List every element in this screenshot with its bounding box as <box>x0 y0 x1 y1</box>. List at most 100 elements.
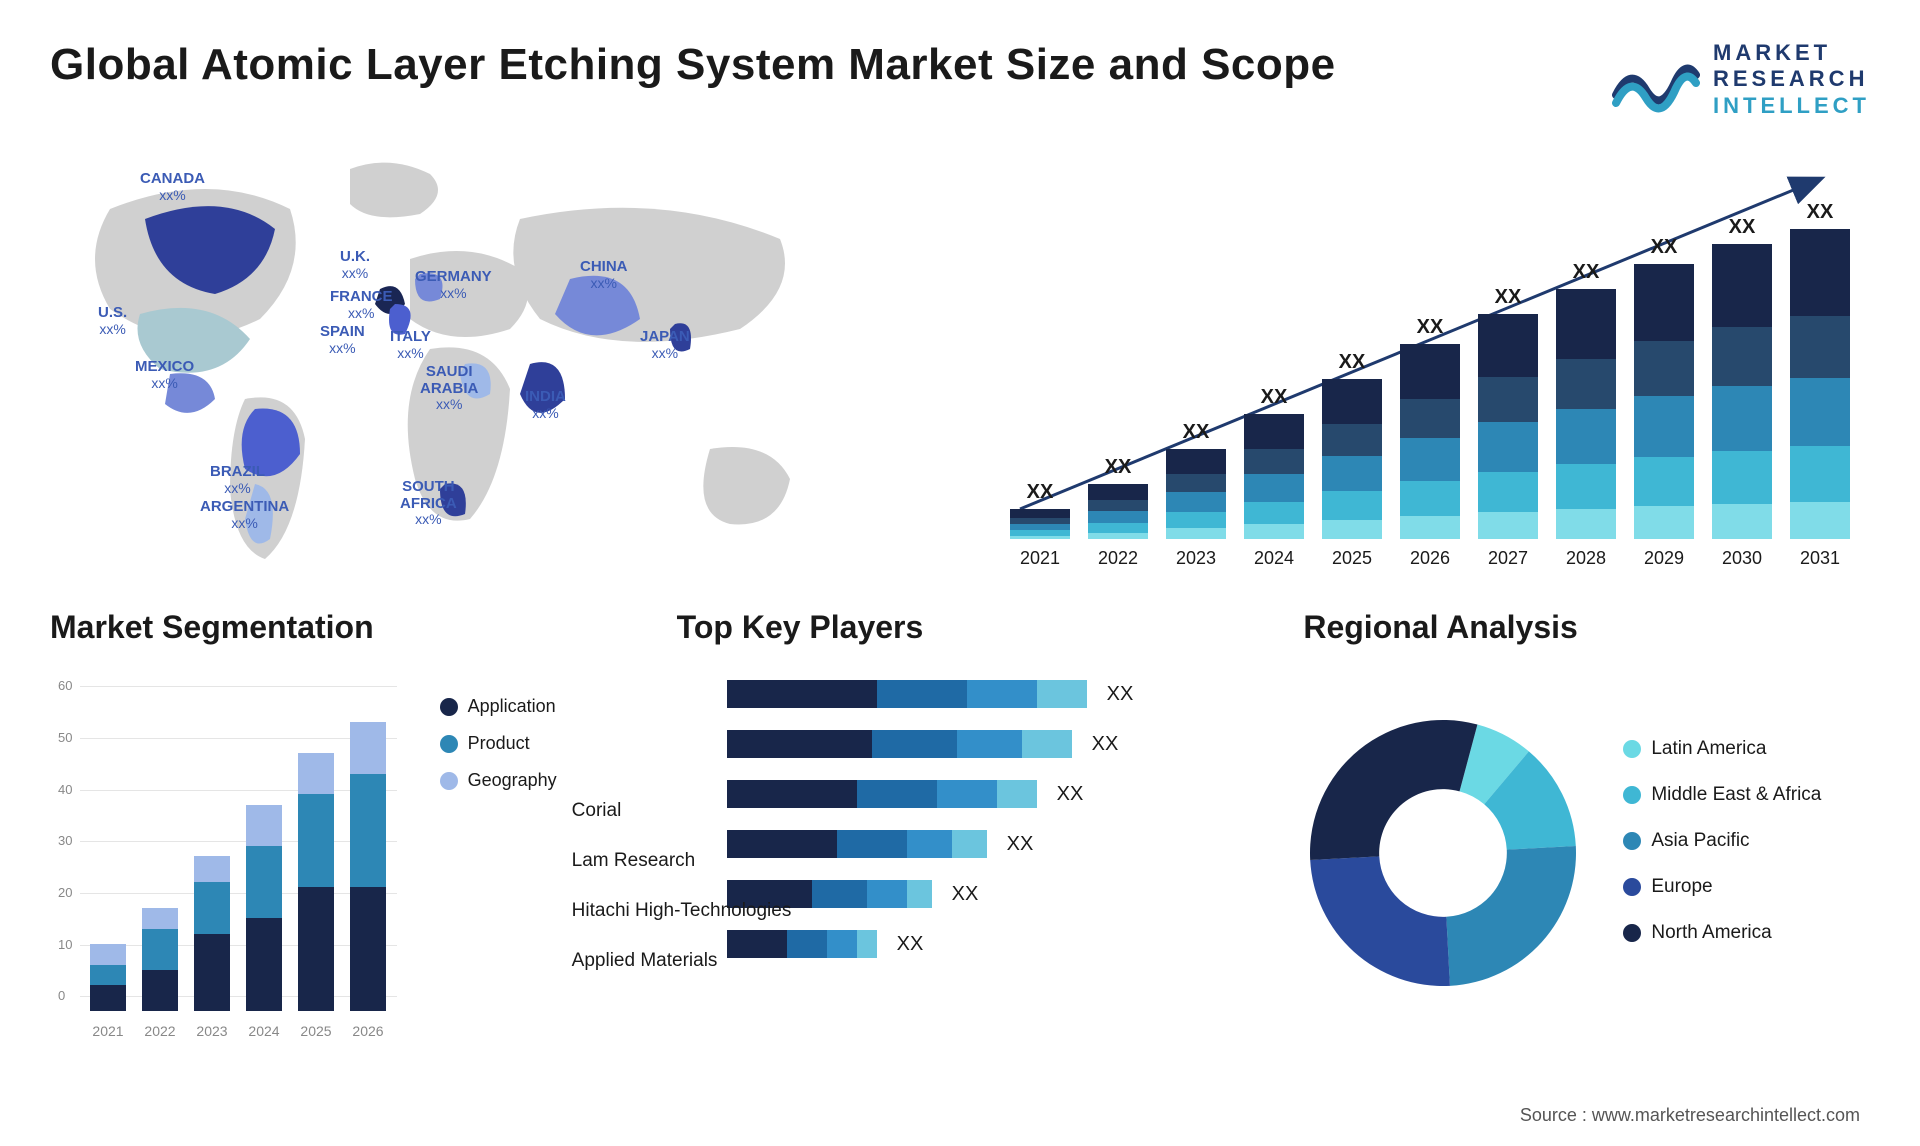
donut-chart <box>1303 713 1583 993</box>
logo-line3: INTELLECT <box>1713 93 1870 119</box>
player-value: XX <box>897 933 924 956</box>
segmentation-bar <box>142 908 178 1011</box>
forecast-bar: XX <box>1400 344 1460 539</box>
map-country-label: SAUDIARABIAxx% <box>420 364 478 412</box>
map-country-label: CANADAxx% <box>140 171 205 203</box>
logo-line1: MARKET <box>1713 40 1870 66</box>
segmentation-bar <box>350 722 386 1011</box>
forecast-bar: XX <box>1166 449 1226 539</box>
player-name: Hitachi High-Technologies <box>572 886 792 936</box>
forecast-year-label: 2031 <box>1790 548 1850 569</box>
header: Global Atomic Layer Etching System Marke… <box>50 40 1870 119</box>
segmentation-year-label: 2021 <box>90 1023 126 1039</box>
forecast-bar: XX <box>1556 289 1616 539</box>
map-country-label: MEXICOxx% <box>135 359 194 391</box>
player-row: XX <box>727 926 1244 962</box>
segmentation-bar <box>194 856 230 1011</box>
map-country-label: SOUTHAFRICAxx% <box>400 479 457 527</box>
player-value: XX <box>1057 783 1084 806</box>
regional-title: Regional Analysis <box>1303 609 1870 646</box>
segmentation-year-label: 2026 <box>350 1023 386 1039</box>
forecast-year-label: 2027 <box>1478 548 1538 569</box>
donut-segment <box>1311 856 1451 986</box>
forecast-year-label: 2023 <box>1166 548 1226 569</box>
forecast-year-label: 2026 <box>1400 548 1460 569</box>
player-value: XX <box>1007 833 1034 856</box>
forecast-bar-label: XX <box>1634 236 1694 259</box>
forecast-bar-label: XX <box>1556 261 1616 284</box>
forecast-bar-label: XX <box>1166 421 1226 444</box>
forecast-bar-label: XX <box>1478 286 1538 309</box>
forecast-bar: XX <box>1322 379 1382 539</box>
forecast-bar-label: XX <box>1790 201 1850 224</box>
player-row: XX <box>727 876 1244 912</box>
forecast-bar-label: XX <box>1244 386 1304 409</box>
donut-segment <box>1310 720 1477 860</box>
logo-wave-icon <box>1611 45 1701 115</box>
forecast-bar: XX <box>1088 484 1148 539</box>
player-row: XX <box>727 676 1244 712</box>
forecast-year-label: 2021 <box>1010 548 1070 569</box>
regional-panel: Regional Analysis Latin America Middle Ea… <box>1303 609 1870 1039</box>
player-value: XX <box>1092 733 1119 756</box>
regional-legend: Latin America Middle East & Africa Asia Pa… <box>1623 738 1821 968</box>
key-players-chart: XXXXXXXXXXXXCorialLam ResearchHitachi Hi… <box>677 666 1244 1039</box>
forecast-year-label: 2024 <box>1244 548 1304 569</box>
page-title: Global Atomic Layer Etching System Marke… <box>50 40 1336 90</box>
y-tick-label: 10 <box>58 937 72 952</box>
segmentation-chart: ApplicationProductGeography 010203040506… <box>50 666 617 1039</box>
y-tick-label: 50 <box>58 730 72 745</box>
gridline <box>80 686 397 687</box>
forecast-bar-label: XX <box>1712 216 1772 239</box>
legend-item: Middle East & Africa <box>1623 784 1821 806</box>
map-country-label: ITALYxx% <box>390 329 431 361</box>
segmentation-bar <box>90 944 126 1011</box>
donut-segment <box>1447 846 1577 986</box>
map-country-label: GERMANYxx% <box>415 269 492 301</box>
segmentation-year-label: 2024 <box>246 1023 282 1039</box>
forecast-bar: XX <box>1010 509 1070 539</box>
map-country-label: JAPANxx% <box>640 329 690 361</box>
forecast-bar-label: XX <box>1400 316 1460 339</box>
player-row: XX <box>727 726 1244 762</box>
segmentation-bar <box>298 753 334 1011</box>
forecast-year-label: 2029 <box>1634 548 1694 569</box>
map-country-label: BRAZILxx% <box>210 464 265 496</box>
legend-item: Asia Pacific <box>1623 830 1821 852</box>
source-text: Source : www.marketresearchintellect.com <box>1520 1105 1860 1126</box>
legend-item: Europe <box>1623 876 1821 898</box>
legend-item: Product <box>440 733 557 754</box>
segmentation-year-label: 2025 <box>298 1023 334 1039</box>
map-country-label: U.K.xx% <box>340 249 370 281</box>
logo-line2: RESEARCH <box>1713 66 1870 92</box>
player-row: XX <box>727 826 1244 862</box>
y-tick-label: 60 <box>58 678 72 693</box>
map-country-label: ARGENTINAxx% <box>200 499 289 531</box>
map-country-label: INDIAxx% <box>525 389 566 421</box>
forecast-bar-label: XX <box>1088 456 1148 479</box>
segmentation-legend: Application Product Geography <box>440 696 557 807</box>
forecast-bar-label: XX <box>1010 481 1070 504</box>
forecast-bar: XX <box>1478 314 1538 539</box>
forecast-bar: XX <box>1244 414 1304 539</box>
map-country-label: SPAINxx% <box>320 324 365 356</box>
y-tick-label: 20 <box>58 885 72 900</box>
map-country-label: U.S.xx% <box>98 305 127 337</box>
legend-item: Latin America <box>1623 738 1821 760</box>
segmentation-title: Market Segmentation <box>50 609 617 646</box>
segmentation-year-label: 2022 <box>142 1023 178 1039</box>
player-name: Lam Research <box>572 836 792 886</box>
player-value: XX <box>952 883 979 906</box>
player-row: XX <box>727 776 1244 812</box>
legend-item: Geography <box>440 770 557 791</box>
player-name: Corial <box>572 786 792 836</box>
logo: MARKET RESEARCH INTELLECT <box>1611 40 1870 119</box>
forecast-year-label: 2025 <box>1322 548 1382 569</box>
key-players-title: Top Key Players <box>677 609 1244 646</box>
segmentation-panel: Market Segmentation Application Product Ge… <box>50 609 617 1039</box>
forecast-year-label: 2028 <box>1556 548 1616 569</box>
y-tick-label: 0 <box>58 988 65 1003</box>
forecast-bar-label: XX <box>1322 351 1382 374</box>
forecast-chart: XXXXXXXXXXXXXXXXXXXXXX 20212022202320242… <box>990 149 1870 569</box>
legend-item: Application <box>440 696 557 717</box>
